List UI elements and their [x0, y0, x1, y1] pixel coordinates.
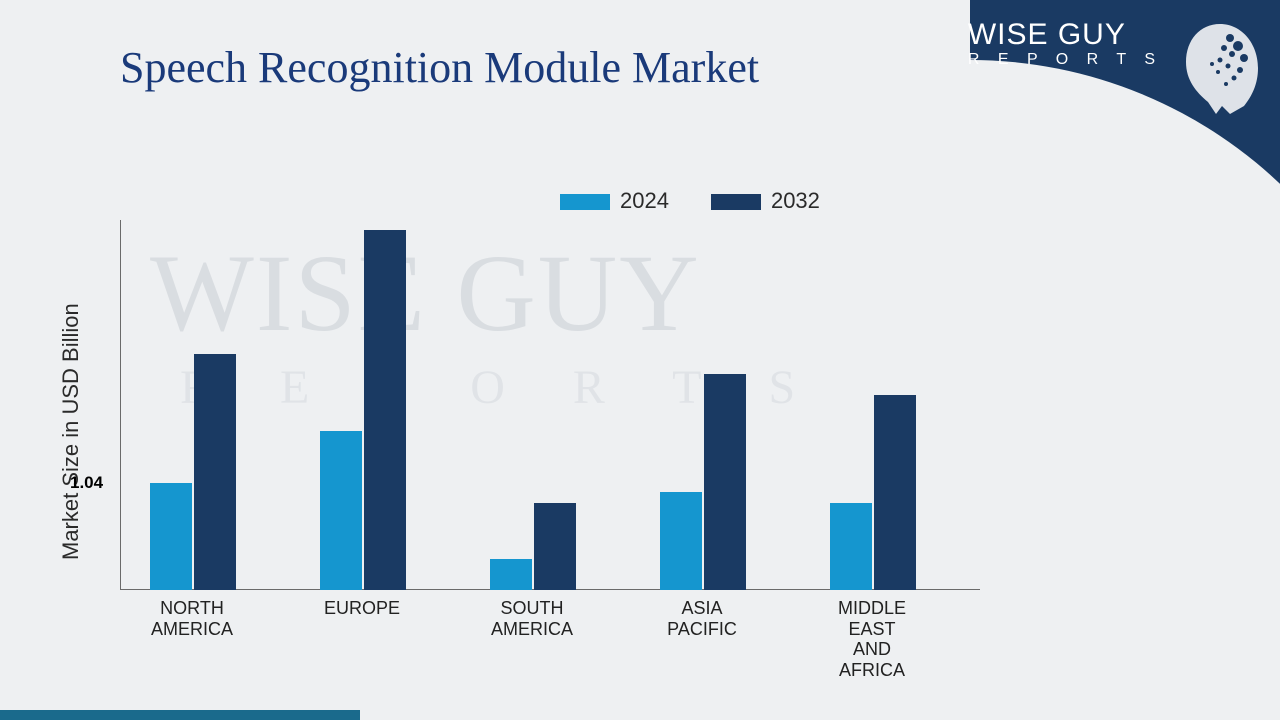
bar-2032 [534, 503, 576, 590]
bar-2032 [704, 374, 746, 590]
category-label: ASIAPACIFIC [622, 598, 782, 639]
bar-chart: 1.04 NORTHAMERICAEUROPESOUTHAMERICAASIAP… [120, 220, 980, 590]
bar-group [320, 230, 406, 590]
legend-label-2024: 2024 [620, 188, 669, 213]
bar-2024 [490, 559, 532, 590]
bottom-accent-strip [0, 710, 360, 720]
legend-swatch-2024 [560, 194, 610, 210]
bar-group [490, 503, 576, 590]
bar-2032 [364, 230, 406, 590]
brand-line2: R E P O R T S [968, 52, 1162, 68]
legend-item-2032: 2032 [711, 188, 820, 214]
brand-head-icon [1172, 18, 1262, 118]
bar-2024 [150, 483, 192, 590]
bar-group [660, 374, 746, 590]
legend-label-2032: 2032 [771, 188, 820, 213]
legend-swatch-2032 [711, 194, 761, 210]
y-axis-label: Market Size in USD Billion [58, 303, 84, 560]
y-axis-line [120, 220, 121, 590]
brand-line1: WISE GUY [968, 20, 1162, 50]
category-label: MIDDLEEASTANDAFRICA [792, 598, 952, 681]
legend: 2024 2032 [560, 188, 820, 214]
bar-group [150, 354, 236, 590]
legend-item-2024: 2024 [560, 188, 669, 214]
bar-2032 [874, 395, 916, 590]
bar-2024 [830, 503, 872, 590]
category-label: SOUTHAMERICA [452, 598, 612, 639]
page: WISE GUY R E P O R T S Speech Recognitio… [0, 0, 1280, 720]
category-label: EUROPE [282, 598, 442, 619]
y-axis-tick-label: 1.04 [70, 473, 103, 493]
bar-2024 [660, 492, 702, 590]
bar-2032 [194, 354, 236, 590]
page-title: Speech Recognition Module Market [120, 42, 759, 93]
bar-group [830, 395, 916, 590]
bar-2024 [320, 431, 362, 590]
brand-logo: WISE GUY R E P O R T S [968, 20, 1162, 68]
category-label: NORTHAMERICA [112, 598, 272, 639]
